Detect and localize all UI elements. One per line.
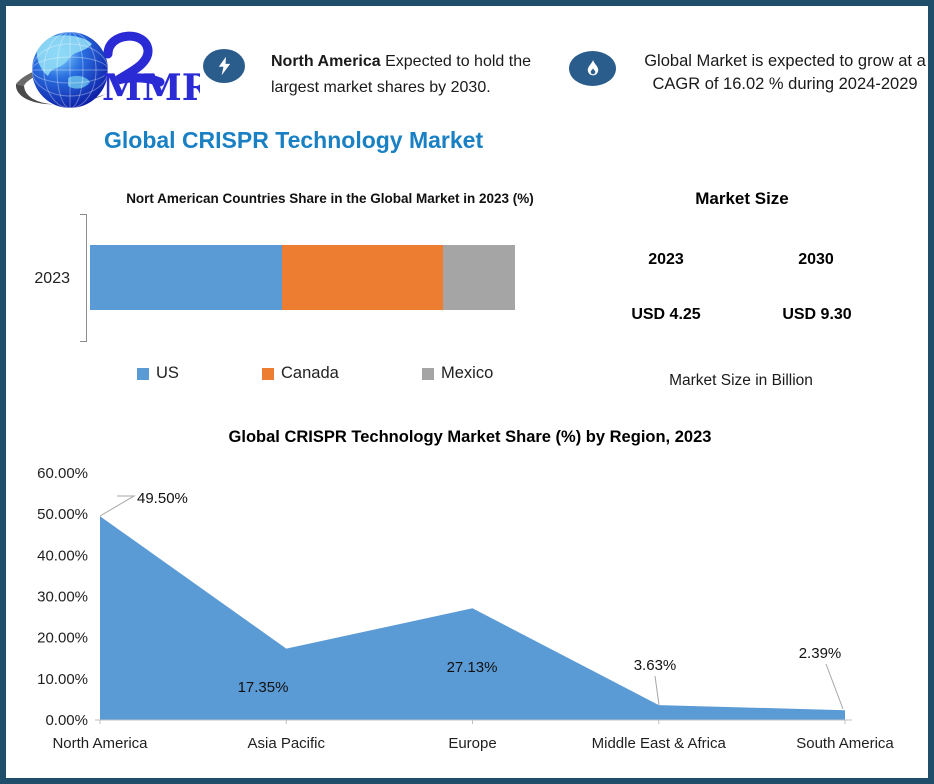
market-size-year-2023: 2023 [648,251,684,268]
legend-label-us: US [156,364,179,382]
bar-chart-title: Nort American Countries Share in the Glo… [126,191,534,206]
logo-text: MMR [102,67,200,109]
y-axis-tick-label: 30.00% [37,589,88,606]
mmr-logo: MMR [10,24,213,114]
data-label: 2.39% [799,645,842,662]
legend-label-mexico: Mexico [441,364,494,382]
data-label: 49.50% [137,490,188,507]
market-size-value-2030: USD 9.30 [782,306,852,323]
page-title: Global CRISPR Technology Market [104,127,484,153]
bar-axis-line [86,214,87,342]
callout-bold-text: North America [271,53,381,70]
y-axis-tick-label: 0.00% [45,712,88,729]
flame-icon [569,51,616,86]
data-label: 3.63% [634,657,677,674]
area-series-shape [100,516,845,720]
legend-item-canada: Canada [262,364,339,383]
y-axis-tick-label: 40.00% [37,547,88,564]
x-axis-category-label: Europe [448,735,496,752]
bar-axis-tick-bottom [80,341,87,342]
callout-cagr: Global Market is expected to grow at a C… [644,52,926,93]
legend-swatch-mexico [422,367,434,380]
y-axis-tick-label: 60.00% [37,465,88,482]
data-label-leader-line [99,495,136,517]
data-label-leader-line [825,663,844,710]
data-label-leader-line [654,675,660,706]
market-size-note: Market Size in Billion [669,372,813,389]
legend-swatch-canada [262,367,274,380]
legend-item-us: US [137,364,179,383]
legend-item-mexico: Mexico [422,364,493,383]
bar-segment-canada [282,245,444,310]
bar-axis-tick-top [80,214,87,215]
x-axis-category-label: Asia Pacific [247,735,325,752]
data-label: 27.13% [447,659,498,676]
lightning-icon [203,49,245,83]
callout-north-america: North America Expected to hold the large… [271,49,543,101]
y-axis-tick-label: 50.00% [37,506,88,523]
area-chart: 0.00% 10.00% 20.00% 30.00% 40.00% 50.00% 60.00… [37,465,894,752]
legend-swatch-us [137,367,149,380]
y-axis-tick-label: 10.00% [37,671,88,688]
globe-icon: MMR [15,31,213,109]
market-size-title: Market Size [695,189,789,208]
x-axis-category-label: North America [52,735,148,752]
x-axis-category-label: Middle East & Africa [592,735,727,752]
market-size-year-2030: 2030 [798,251,834,268]
data-label: 17.35% [238,679,289,696]
callout-rest-text: Expected to hold the largest market shar… [271,53,531,96]
y-axis-tick-label: 20.00% [37,630,88,647]
bar-segment-mexico [443,245,515,310]
bar-segment-us [90,245,283,310]
x-axis-category-label: South America [796,735,894,752]
market-size-value-2023: USD 4.25 [631,306,701,323]
bar-category-label: 2023 [34,270,70,287]
legend-label-canada: Canada [281,364,339,382]
stacked-bar [90,245,515,310]
area-chart-title: Global CRISPR Technology Market Share (%… [228,428,712,446]
